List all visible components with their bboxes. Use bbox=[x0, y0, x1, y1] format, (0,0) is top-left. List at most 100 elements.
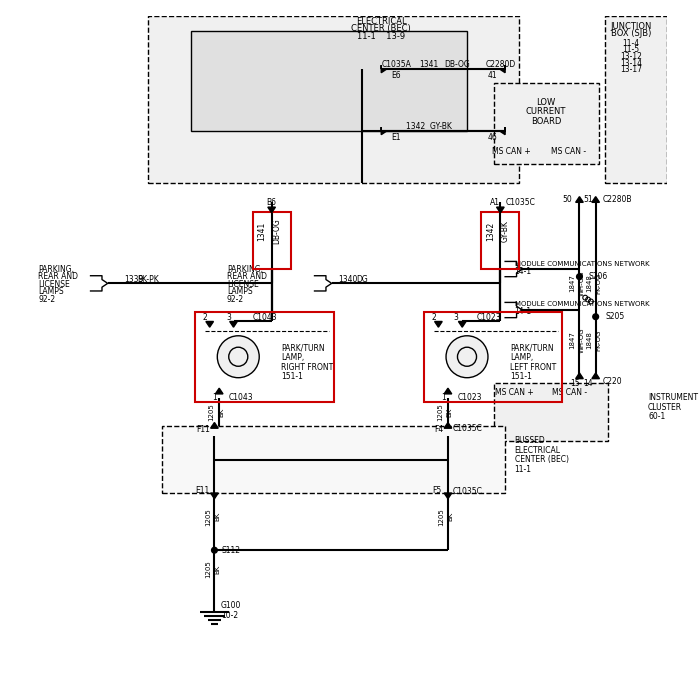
Circle shape bbox=[593, 314, 598, 320]
Text: 46: 46 bbox=[488, 133, 498, 142]
Text: LAMPS: LAMPS bbox=[227, 287, 253, 296]
Polygon shape bbox=[444, 388, 452, 394]
Text: BOARD: BOARD bbox=[531, 117, 561, 126]
Text: BK: BK bbox=[214, 565, 220, 574]
Text: BK: BK bbox=[214, 512, 220, 522]
Text: DB-OG: DB-OG bbox=[272, 218, 281, 244]
Text: CLUSTER: CLUSTER bbox=[648, 403, 682, 412]
Text: 1848: 1848 bbox=[586, 274, 592, 292]
Text: 1847: 1847 bbox=[569, 274, 575, 292]
Text: 1342  GY-BK: 1342 GY-BK bbox=[406, 121, 452, 131]
Text: F11: F11 bbox=[196, 424, 210, 433]
Polygon shape bbox=[211, 493, 218, 499]
Text: 2: 2 bbox=[431, 313, 436, 322]
Bar bbox=[190, 31, 467, 131]
Text: C2280B: C2280B bbox=[602, 195, 632, 204]
Text: C1023: C1023 bbox=[477, 313, 501, 322]
Circle shape bbox=[217, 336, 259, 378]
Text: 2: 2 bbox=[202, 313, 207, 322]
Text: 3: 3 bbox=[453, 313, 458, 322]
Text: 1339: 1339 bbox=[124, 275, 143, 284]
Text: 1848: 1848 bbox=[586, 331, 592, 349]
Text: INSTRUMENT: INSTRUMENT bbox=[648, 393, 698, 402]
Text: WH-OG: WH-OG bbox=[578, 328, 584, 353]
Polygon shape bbox=[499, 127, 505, 134]
Text: 151-1: 151-1 bbox=[281, 372, 303, 381]
Polygon shape bbox=[444, 422, 452, 429]
Polygon shape bbox=[499, 65, 505, 73]
Text: S206: S206 bbox=[589, 272, 608, 281]
Text: 1341: 1341 bbox=[258, 221, 267, 240]
Text: PARKING,: PARKING, bbox=[227, 265, 262, 274]
Text: LICENSE: LICENSE bbox=[227, 280, 258, 289]
Text: MS CAN -: MS CAN - bbox=[552, 389, 587, 398]
Text: C1035A: C1035A bbox=[382, 60, 411, 69]
Text: S205: S205 bbox=[606, 312, 624, 321]
Text: PARKING,: PARKING, bbox=[38, 265, 74, 274]
Text: MS CAN +: MS CAN + bbox=[492, 147, 531, 156]
Text: A1: A1 bbox=[491, 198, 500, 207]
Text: BK: BK bbox=[218, 407, 224, 417]
Text: C1043: C1043 bbox=[229, 393, 253, 402]
Text: 92-2: 92-2 bbox=[38, 295, 55, 304]
Polygon shape bbox=[458, 322, 466, 327]
Text: REAR AND: REAR AND bbox=[227, 272, 267, 281]
Text: DG: DG bbox=[356, 275, 368, 284]
Text: 1205: 1205 bbox=[438, 508, 444, 526]
Text: G100: G100 bbox=[221, 601, 241, 610]
Text: RIGHT FRONT: RIGHT FRONT bbox=[281, 362, 333, 372]
Circle shape bbox=[211, 547, 217, 553]
Bar bbox=[253, 212, 290, 269]
Text: E6: E6 bbox=[391, 71, 400, 80]
Text: REAR AND: REAR AND bbox=[38, 272, 78, 281]
Bar bbox=[148, 17, 519, 183]
Text: 41: 41 bbox=[488, 71, 498, 80]
Text: C1035C: C1035C bbox=[453, 486, 482, 495]
Text: 1205: 1205 bbox=[209, 403, 215, 421]
Text: PARK/TURN: PARK/TURN bbox=[510, 344, 554, 353]
Text: LEFT FRONT: LEFT FRONT bbox=[510, 362, 556, 372]
Text: 14-1: 14-1 bbox=[514, 307, 532, 316]
Text: 1341: 1341 bbox=[419, 60, 438, 69]
Text: E11: E11 bbox=[195, 486, 210, 495]
Polygon shape bbox=[575, 373, 583, 379]
Text: 1847: 1847 bbox=[569, 331, 575, 349]
Text: 1: 1 bbox=[441, 393, 446, 402]
Polygon shape bbox=[382, 65, 387, 73]
Text: 60-1: 60-1 bbox=[648, 412, 665, 421]
Polygon shape bbox=[230, 322, 237, 327]
Text: F4: F4 bbox=[434, 424, 443, 433]
Text: 1205: 1205 bbox=[205, 560, 211, 578]
Text: C1035C: C1035C bbox=[505, 198, 535, 207]
Text: E1: E1 bbox=[391, 133, 400, 142]
Text: PARK/TURN: PARK/TURN bbox=[281, 344, 325, 353]
Polygon shape bbox=[382, 127, 387, 134]
Text: 51: 51 bbox=[583, 195, 593, 204]
Text: CURRENT: CURRENT bbox=[526, 107, 566, 116]
Text: C2280D: C2280D bbox=[486, 60, 517, 69]
Text: C220: C220 bbox=[602, 377, 622, 386]
Text: 13-17: 13-17 bbox=[620, 65, 642, 74]
Text: 14: 14 bbox=[583, 379, 593, 388]
Text: LAMP,: LAMP, bbox=[510, 353, 533, 362]
Text: 92-2: 92-2 bbox=[227, 295, 244, 304]
Polygon shape bbox=[206, 322, 214, 327]
Text: MS CAN -: MS CAN - bbox=[552, 147, 587, 156]
Text: BK-PK: BK-PK bbox=[137, 275, 159, 284]
Text: 13-14: 13-14 bbox=[620, 59, 642, 68]
Text: 13-12: 13-12 bbox=[620, 52, 642, 61]
Text: 11-1    13-9: 11-1 13-9 bbox=[357, 32, 405, 41]
Text: BK: BK bbox=[447, 407, 453, 417]
Bar bbox=[162, 426, 505, 493]
Text: GY-BK: GY-BK bbox=[500, 220, 510, 242]
Circle shape bbox=[446, 336, 488, 378]
Text: 11-1: 11-1 bbox=[514, 464, 532, 474]
Text: WH-OG: WH-OG bbox=[578, 271, 584, 296]
Text: MODULE COMMUNICATIONS NETWORK: MODULE COMMUNICATIONS NETWORK bbox=[514, 301, 650, 307]
Text: 1205: 1205 bbox=[205, 508, 211, 526]
Text: BK: BK bbox=[448, 512, 454, 522]
Text: 3: 3 bbox=[226, 313, 231, 322]
Text: CENTER (BEC): CENTER (BEC) bbox=[351, 24, 411, 33]
Text: 1205: 1205 bbox=[438, 403, 443, 421]
Bar bbox=[195, 312, 334, 402]
